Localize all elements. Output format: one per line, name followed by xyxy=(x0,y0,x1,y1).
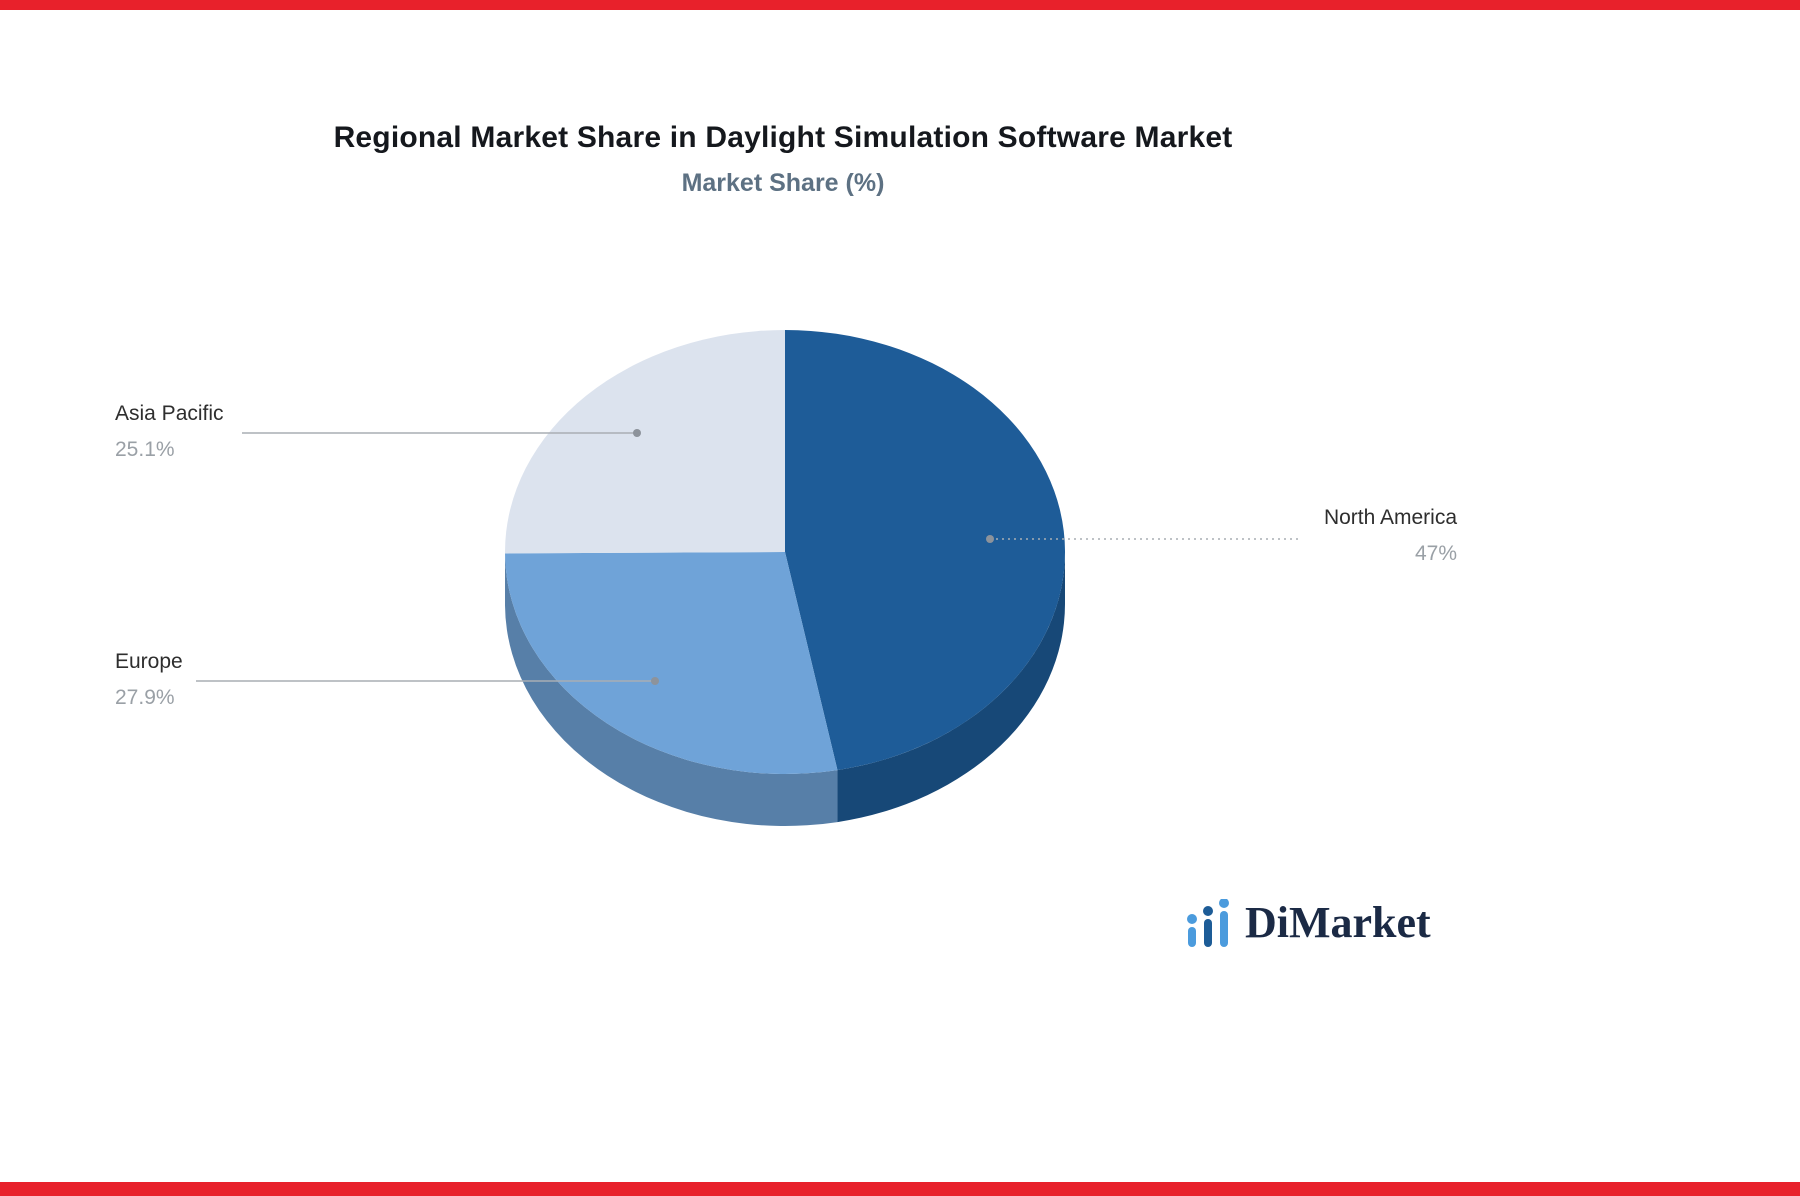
brand-logo: DiMarket xyxy=(1186,899,1431,947)
slice-label-europe: Europe 27.9% xyxy=(115,651,183,708)
top-accent-bar xyxy=(0,0,1800,10)
leader-dot-north-america xyxy=(986,535,994,543)
slice-value: 47% xyxy=(1414,542,1457,565)
slice-name: Asia Pacific xyxy=(115,402,224,425)
chart-title: Regional Market Share in Daylight Simula… xyxy=(333,121,1233,154)
pie-slice-side-north-america xyxy=(837,552,1065,823)
pie-slice-europe xyxy=(505,552,838,775)
brand-name: DiMarket xyxy=(1245,898,1431,947)
pie-slice-north-america xyxy=(785,330,1066,771)
slice-name: North America xyxy=(1323,506,1457,529)
pie-slice-side-europe xyxy=(505,553,838,827)
bottom-accent-bar xyxy=(0,1182,1800,1196)
bar-chart-logo-icon xyxy=(1187,899,1229,947)
slice-value: 25.1% xyxy=(115,438,175,461)
slice-value: 27.9% xyxy=(115,686,175,709)
slice-label-asia-pacific: Asia Pacific 25.1% xyxy=(115,403,224,460)
slice-label-north-america: North America 47% xyxy=(1324,507,1457,564)
chart-subtitle: Market Share (%) xyxy=(681,169,885,197)
leader-dot-asia-pacific xyxy=(633,429,641,437)
slice-name: Europe xyxy=(115,650,183,673)
pie-slice-asia-pacific xyxy=(505,330,785,554)
leader-dot-europe xyxy=(651,677,659,685)
